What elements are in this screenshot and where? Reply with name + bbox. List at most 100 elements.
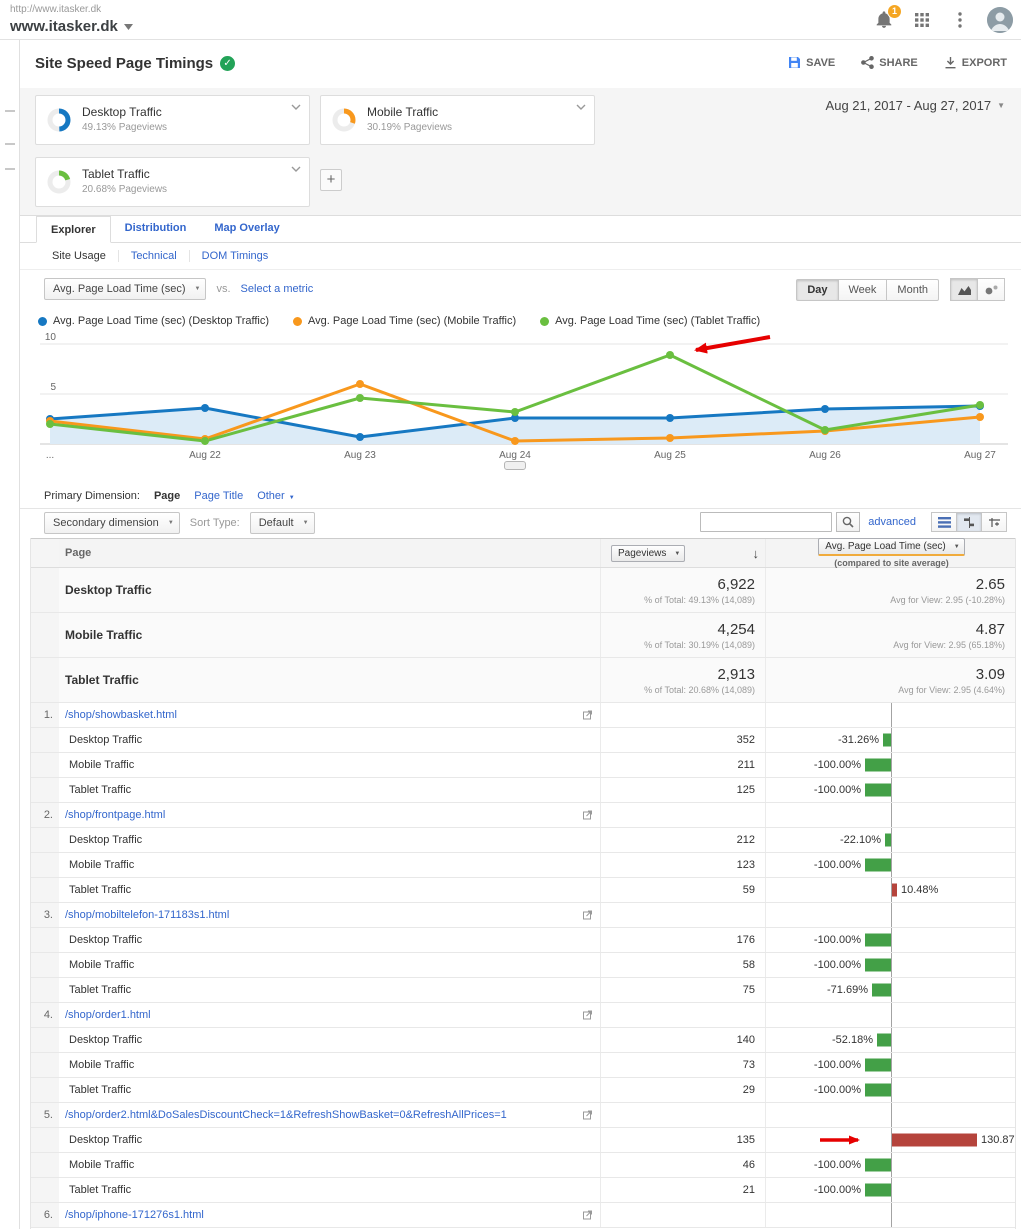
export-button[interactable]: EXPORT bbox=[944, 56, 1007, 69]
row-gutter bbox=[31, 828, 59, 852]
open-in-new-icon[interactable] bbox=[583, 710, 592, 720]
granularity-month[interactable]: Month bbox=[886, 278, 939, 301]
share-button[interactable]: SHARE bbox=[861, 56, 918, 69]
pageviews-column-select[interactable]: Pageviews bbox=[611, 544, 686, 562]
comparison-cell bbox=[766, 1103, 1015, 1127]
comparison-bar bbox=[865, 758, 891, 772]
date-range-selector[interactable]: Aug 21, 2017 - Aug 27, 2017 ▼ bbox=[826, 98, 1005, 113]
segment-label: Tablet Traffic bbox=[59, 778, 601, 802]
select-metric-link[interactable]: Select a metric bbox=[240, 283, 314, 295]
comparison-cell: -100.00% bbox=[766, 1178, 1015, 1202]
account-switcher[interactable]: www.itasker.dk bbox=[10, 18, 133, 35]
open-in-new-icon[interactable] bbox=[583, 910, 592, 920]
granularity-day[interactable]: Day bbox=[796, 278, 839, 301]
secondary-dimension-select[interactable]: Secondary dimension bbox=[44, 512, 180, 534]
motion-chart-icon bbox=[985, 285, 997, 294]
comparison-bar bbox=[872, 983, 891, 997]
dimension-other[interactable]: Other bbox=[257, 490, 294, 502]
comparison-cell bbox=[766, 703, 1015, 727]
save-button[interactable]: SAVE bbox=[788, 56, 835, 69]
comparison-cell bbox=[766, 903, 1015, 927]
notifications-button[interactable]: 1 bbox=[873, 4, 902, 31]
segment-donut-icon bbox=[46, 169, 72, 195]
sort-descending-icon[interactable]: ↓ bbox=[752, 545, 760, 561]
pageviews-value: 59 bbox=[601, 878, 766, 902]
apps-grid-icon bbox=[915, 13, 929, 27]
timeline-scrubber[interactable] bbox=[504, 461, 526, 470]
collapsed-sidebar[interactable] bbox=[0, 40, 20, 1229]
segment-label: Tablet Traffic bbox=[59, 878, 601, 902]
pivot-view-button[interactable] bbox=[981, 512, 1007, 532]
sort-type-select[interactable]: Default bbox=[249, 512, 315, 534]
open-in-new-icon[interactable] bbox=[583, 1010, 592, 1020]
row-number: 4. bbox=[31, 1003, 59, 1027]
dimension-page-title[interactable]: Page Title bbox=[194, 490, 244, 502]
search-icon bbox=[842, 516, 854, 528]
page-link[interactable]: /shop/order1.html bbox=[65, 1009, 151, 1021]
avatar[interactable] bbox=[987, 7, 1013, 33]
column-header-page[interactable]: Page bbox=[65, 547, 92, 559]
segment-card-tablet[interactable]: Tablet Traffic 20.68% Pageviews bbox=[35, 157, 310, 207]
comparison-cell: 130.87% bbox=[766, 1128, 1015, 1152]
more-menu-button[interactable] bbox=[949, 9, 971, 31]
chevron-down-icon[interactable] bbox=[576, 104, 586, 110]
data-view-button[interactable] bbox=[931, 512, 957, 532]
axis-line bbox=[891, 853, 892, 877]
granularity-toggle: Day Week Month bbox=[796, 278, 939, 301]
page-link[interactable]: /shop/showbasket.html bbox=[65, 709, 177, 721]
page-link[interactable]: /shop/frontpage.html bbox=[65, 809, 166, 821]
legend-dot bbox=[38, 316, 47, 326]
axis-line bbox=[891, 1128, 892, 1152]
page-link[interactable]: /shop/order2.html&DoSalesDiscountCheck=1… bbox=[65, 1109, 507, 1121]
dimension-page[interactable]: Page bbox=[153, 490, 181, 502]
granularity-week[interactable]: Week bbox=[837, 278, 888, 301]
line-chart-view-button[interactable] bbox=[950, 278, 978, 301]
add-segment-button[interactable]: + bbox=[320, 169, 342, 191]
page-link[interactable]: /shop/mobiltelefon-171183s1.html bbox=[65, 909, 230, 921]
comparison-bar bbox=[883, 733, 891, 747]
open-in-new-icon[interactable] bbox=[583, 1110, 592, 1120]
segment-card-desktop[interactable]: Desktop Traffic 49.13% Pageviews bbox=[35, 95, 310, 145]
subtab-dom-timings[interactable]: DOM Timings bbox=[201, 250, 269, 262]
pageviews-subtext: % of Total: 30.19% (14,089) bbox=[644, 639, 755, 650]
metric-select[interactable]: Avg. Page Load Time (sec) bbox=[44, 278, 207, 300]
advanced-search-link[interactable]: advanced bbox=[868, 516, 916, 528]
chart-canvas: 5 10... Aug 22 Aug 23 Aug 24 Aug 25 Aug 26 Aug … bbox=[40, 332, 1008, 461]
tab-map-overlay[interactable]: Map Overlay bbox=[214, 222, 280, 234]
page-link[interactable]: /shop/iphone-171276s1.html bbox=[65, 1209, 204, 1221]
search-input[interactable] bbox=[700, 512, 833, 532]
pageviews-header-label: Pageviews bbox=[618, 547, 667, 559]
subtab-technical[interactable]: Technical bbox=[119, 250, 190, 262]
open-in-new-icon[interactable] bbox=[583, 1210, 592, 1220]
save-icon bbox=[789, 57, 801, 68]
open-in-new-icon[interactable] bbox=[583, 810, 592, 820]
metric-total: 4.87 bbox=[975, 620, 1005, 638]
svg-text:...: ... bbox=[46, 450, 54, 461]
segment-label: Desktop Traffic bbox=[59, 928, 601, 952]
axis-line bbox=[891, 1078, 892, 1102]
chevron-down-icon[interactable] bbox=[291, 104, 301, 110]
motion-chart-view-button[interactable] bbox=[977, 278, 1005, 301]
metric-select-label: Avg. Page Load Time (sec) bbox=[53, 283, 186, 295]
line-chart-icon bbox=[957, 285, 971, 295]
pivot-icon bbox=[988, 517, 1000, 527]
comparison-bar bbox=[877, 1033, 891, 1047]
axis-line bbox=[891, 753, 892, 777]
metric-total: 2.65 bbox=[975, 575, 1005, 593]
apps-grid-button[interactable] bbox=[911, 9, 933, 31]
comparison-view-button[interactable] bbox=[956, 512, 982, 532]
delta-value: -71.69% bbox=[827, 984, 868, 996]
segment-card-mobile[interactable]: Mobile Traffic 30.19% Pageviews bbox=[320, 95, 595, 145]
segment-name: Desktop Traffic bbox=[65, 583, 152, 597]
tab-distribution[interactable]: Distribution bbox=[124, 222, 187, 234]
page-cell: /shop/showbasket.html bbox=[59, 703, 601, 727]
table-row-page: 4. /shop/order1.html bbox=[31, 1003, 1015, 1028]
subtab-site-usage[interactable]: Site Usage bbox=[40, 250, 119, 262]
metric-column-select[interactable]: Avg. Page Load Time (sec) bbox=[818, 538, 965, 556]
row-gutter bbox=[31, 1153, 59, 1177]
tab-explorer[interactable]: Explorer bbox=[36, 216, 111, 243]
chevron-down-icon[interactable] bbox=[291, 166, 301, 172]
search-button[interactable] bbox=[836, 512, 861, 532]
pageviews-subtext: % of Total: 49.13% (14,089) bbox=[644, 594, 755, 605]
